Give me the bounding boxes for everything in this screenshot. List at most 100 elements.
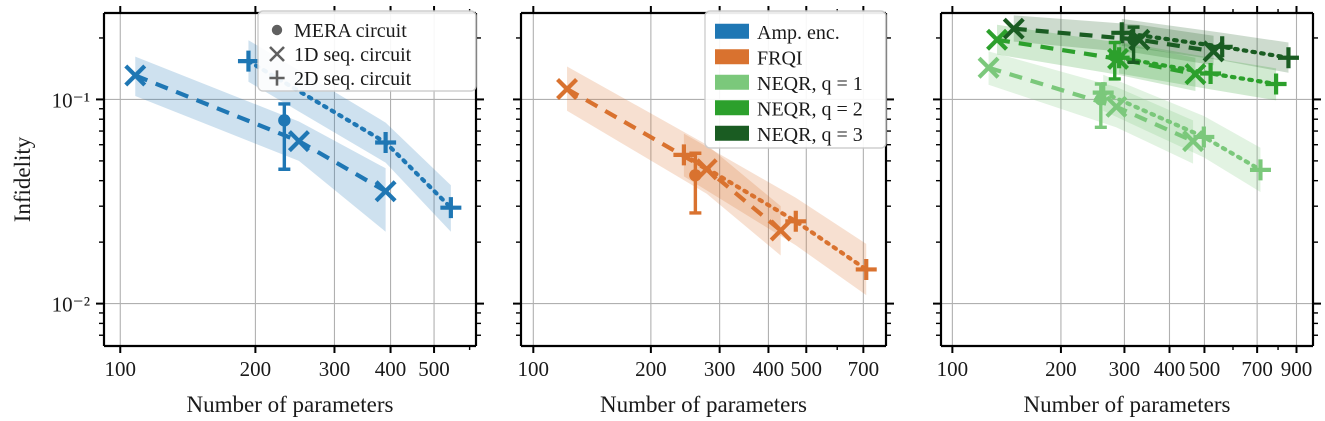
xtick-label: 700 [848, 357, 880, 381]
legend-label: FRQI [757, 47, 803, 69]
ytick-label: 10⁻¹ [52, 88, 90, 112]
legend-panel-2: Amp. enc. FRQI NEQR, q = 1 NEQR, q = 2 NEQR,… [704, 10, 887, 149]
marker-circle [1108, 49, 1121, 63]
marker-circle [278, 114, 291, 127]
xtick-label: 300 [319, 357, 351, 381]
trend-line-3-4 [1117, 55, 1279, 87]
legend-marker-circle-icon [271, 24, 283, 36]
marker-plus [1249, 159, 1271, 181]
marker-circle [1127, 33, 1140, 46]
xtick-label: 700 [1241, 357, 1273, 381]
gridlines-3 [941, 13, 1313, 346]
legend-entry[interactable]: 1D seq. circuit [269, 44, 412, 66]
marker-cross [124, 64, 147, 87]
ytick-label: 10⁻² [52, 293, 90, 317]
xtick-label: 200 [635, 357, 667, 381]
legend-entry[interactable]: NEQR, q = 2 [715, 98, 863, 120]
yaxis-label: Infidelity [10, 136, 35, 222]
markers-2-1 [673, 144, 877, 280]
marker-cross [769, 219, 792, 242]
marker-plus [855, 258, 877, 280]
plot-area-2 [556, 66, 877, 296]
legend-label: 2D seq. circuit [294, 68, 412, 90]
markers-2-2 [689, 151, 702, 215]
confidence-band-3-7 [1103, 74, 1261, 193]
markers-3-6 [977, 56, 1205, 153]
chart-panel-2: 100 200 300 400 500 700 Number of parameters Am… [513, 6, 894, 417]
ticks-1: 100 200 300 400 500 10⁻¹ 10⁻² [52, 6, 484, 381]
marker-plus [440, 197, 462, 219]
xtick-label: 900 [1281, 357, 1313, 381]
chart-panel-3: 100 200 300 400 500 700 900 Number of parameter… [933, 6, 1321, 417]
xtick-label: 400 [375, 357, 407, 381]
markers-1-2 [278, 102, 291, 171]
xaxis-label-1: Number of parameters [187, 392, 394, 417]
xtick-label: 500 [791, 357, 823, 381]
confidence-band-2-0 [567, 66, 781, 256]
xtick-label: 200 [240, 357, 272, 381]
legend-entry[interactable]: NEQR, q = 3 [715, 124, 863, 146]
marker-circle [689, 169, 702, 182]
markers-1-0 [124, 64, 397, 203]
marker-plus [1193, 126, 1215, 148]
xtick-label: 100 [518, 357, 550, 381]
legend-marker-cross-icon [269, 46, 285, 62]
marker-cross [556, 77, 579, 100]
legend-box [704, 10, 887, 149]
xtick-label: 400 [1154, 357, 1186, 381]
xtick-label: 300 [704, 357, 736, 381]
marker-cross [977, 56, 1000, 79]
legend-label: MERA circuit [294, 20, 407, 42]
confidence-band-2-1 [683, 133, 867, 296]
marker-cross [287, 130, 310, 153]
marker-cross [1105, 95, 1128, 118]
marker-cross [374, 180, 397, 203]
xtick-label: 300 [1109, 357, 1141, 381]
legend-entry[interactable]: 2D seq. circuit [269, 68, 412, 90]
legend-box [257, 10, 477, 92]
legend-marker-plus-icon [269, 70, 285, 86]
markers-3-5 [1108, 40, 1121, 81]
legend-label: NEQR, q = 2 [757, 98, 863, 120]
legend-entry[interactable]: NEQR, q = 1 [715, 73, 863, 95]
legend-color-swatch [715, 49, 749, 65]
xaxis-label-2: Number of parameters [600, 392, 807, 417]
legend-entry[interactable]: FRQI [715, 47, 803, 69]
xtick-label: 200 [1045, 357, 1077, 381]
error-bar [689, 151, 702, 215]
legend-label: NEQR, q = 1 [757, 73, 863, 95]
confidence-band-3-3 [997, 24, 1196, 91]
marker-cross [1184, 63, 1207, 86]
axis-spines-3 [939, 11, 1315, 348]
legend-label: Amp. enc. [757, 22, 840, 44]
xtick-label: 500 [418, 357, 450, 381]
marker-plus [1111, 22, 1133, 44]
legend-color-swatch [715, 74, 749, 90]
ticks-2: 100 200 300 400 500 700 [513, 6, 894, 381]
legend-color-swatch [715, 23, 749, 39]
marker-plus [375, 132, 397, 154]
markers-1-1 [237, 50, 462, 219]
markers-3-8 [1094, 82, 1108, 130]
markers-2-0 [556, 77, 792, 242]
marker-plus [1200, 62, 1222, 84]
xtick-label: 400 [753, 357, 785, 381]
xaxis-label-3: Number of parameters [1024, 392, 1231, 417]
marker-plus [237, 50, 259, 72]
confidence-band-3-6 [988, 51, 1194, 164]
legend-entry[interactable]: MERA circuit [271, 20, 407, 42]
error-bar [1094, 82, 1107, 130]
marker-plus [785, 210, 807, 232]
xtick-label: 100 [937, 357, 969, 381]
legend-entry[interactable]: Amp. enc. [715, 22, 840, 44]
marker-circle [1094, 93, 1108, 106]
legend-color-swatch [715, 125, 749, 141]
ticks-3: 100 200 300 400 500 700 900 [933, 6, 1321, 381]
confidence-band-3-0 [1013, 15, 1214, 66]
legend-label: NEQR, q = 3 [757, 124, 863, 146]
marker-plus [1211, 36, 1233, 58]
xtick-label: 500 [1189, 357, 1221, 381]
marker-plus [1265, 73, 1287, 95]
